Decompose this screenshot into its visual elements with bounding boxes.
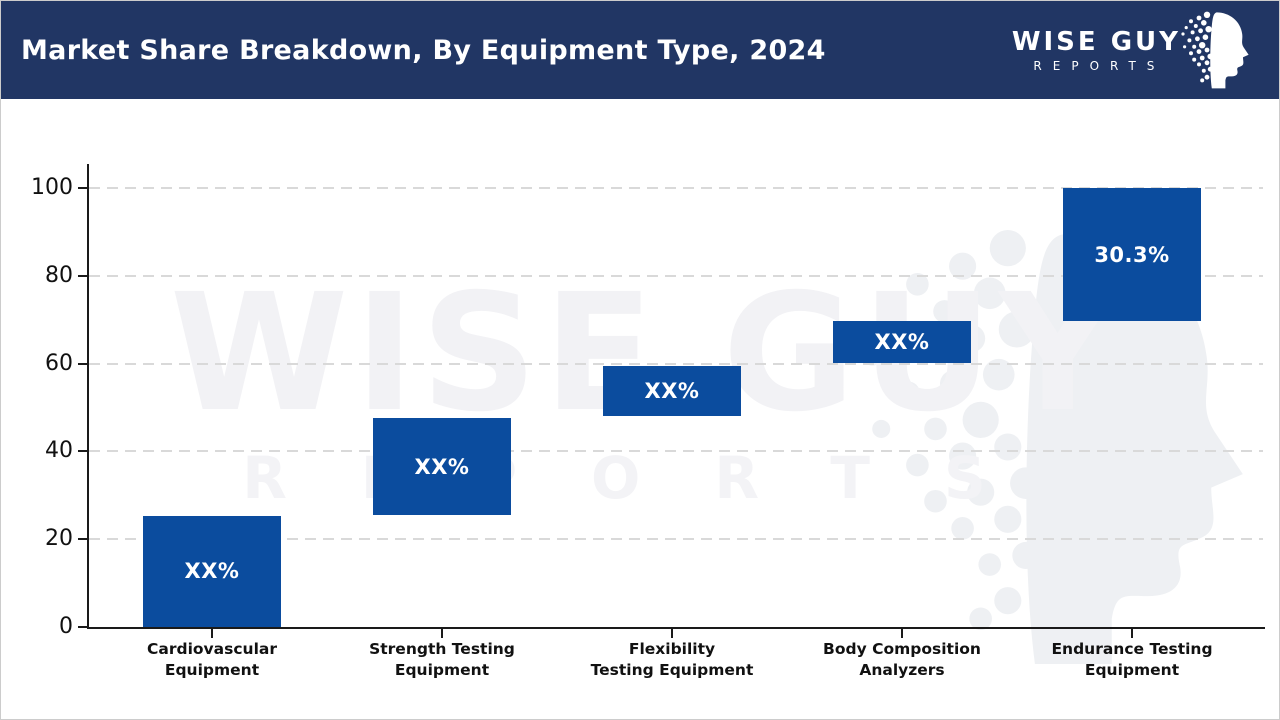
y-axis-line — [87, 164, 89, 629]
x-category-label: Cardiovascular Equipment — [147, 640, 277, 680]
page-title: Market Share Breakdown, By Equipment Typ… — [21, 34, 826, 66]
bar-segment: XX% — [373, 418, 511, 516]
y-tick — [78, 274, 89, 277]
x-axis-line — [87, 627, 1265, 629]
x-category-label: Body Composition Analyzers — [823, 640, 981, 680]
bar-segment: 30.3% — [1063, 188, 1201, 322]
x-tick — [441, 629, 443, 638]
y-tick — [78, 626, 89, 628]
bar-value-label: 30.3% — [1094, 242, 1170, 267]
y-gridline — [89, 362, 1263, 365]
y-tick — [78, 187, 89, 189]
y-gridline — [89, 187, 1263, 189]
logo-face-icon — [1181, 11, 1249, 89]
x-category-label: Endurance Testing Equipment — [1051, 640, 1213, 680]
y-tick-label: 40 — [45, 438, 73, 464]
y-gridline — [89, 274, 1263, 277]
y-tick — [78, 450, 89, 453]
y-tick-label: 60 — [45, 350, 73, 376]
bar-value-label: XX% — [414, 454, 470, 479]
x-tick — [671, 629, 673, 638]
bar-value-label: XX% — [644, 379, 700, 404]
y-tick — [78, 538, 89, 541]
logo-wordmark-line2: REPORTS — [1033, 58, 1166, 73]
x-category-label: Strength Testing Equipment — [369, 640, 515, 680]
header-bar: Market Share Breakdown, By Equipment Typ… — [1, 1, 1279, 99]
bar-segment: XX% — [833, 321, 971, 364]
y-tick-label: 0 — [59, 614, 73, 639]
x-category-label: Flexibility Testing Equipment — [590, 640, 754, 680]
y-tick-label: 80 — [45, 262, 73, 288]
wise-guy-logo: WISE GUY REPORTS — [1012, 8, 1255, 92]
y-tick — [78, 362, 89, 365]
x-tick — [1131, 629, 1133, 638]
x-tick — [901, 629, 903, 638]
bar-segment: XX% — [143, 515, 281, 627]
logo-wordmark: WISE GUY REPORTS — [1012, 29, 1181, 72]
y-gridline — [89, 450, 1263, 453]
x-tick — [211, 629, 213, 638]
bar-value-label: XX% — [874, 330, 930, 355]
y-tick-label: 100 — [31, 175, 73, 200]
y-gridline — [89, 538, 1263, 541]
bar-segment: XX% — [603, 366, 741, 417]
logo-wordmark-line1: WISE GUY — [1011, 26, 1181, 57]
watermark-line2: REPORTS — [242, 444, 1060, 512]
y-tick-label: 20 — [45, 526, 73, 552]
bar-value-label: XX% — [184, 559, 240, 584]
